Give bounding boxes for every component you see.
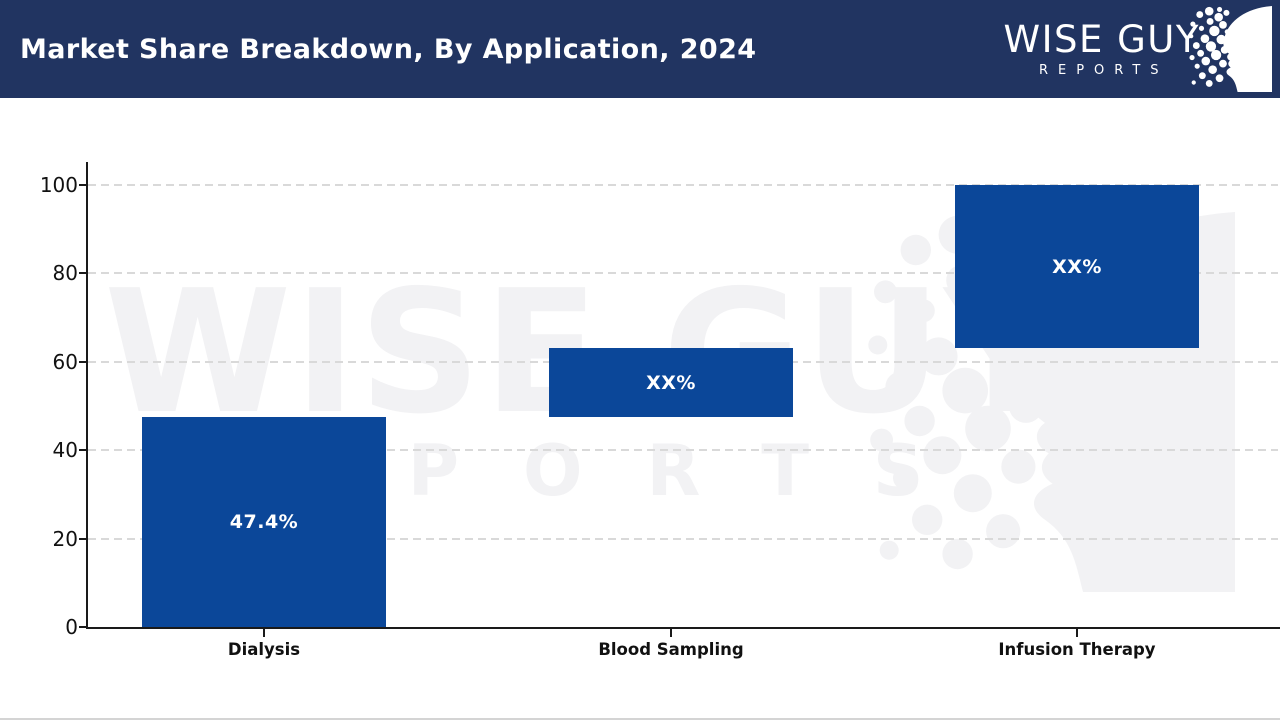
y-tick-label: 80 — [52, 261, 78, 286]
brand-logo: WISE GUY REPORTS — [1004, 5, 1272, 93]
gridline — [88, 537, 1278, 540]
category-label: Infusion Therapy — [998, 640, 1156, 659]
bar-value-label: XX% — [646, 371, 696, 394]
bar-value-label: 47.4% — [229, 511, 299, 534]
y-tick-mark — [79, 537, 87, 540]
bar: XX% — [955, 185, 1199, 349]
y-tick-label: 40 — [52, 438, 78, 463]
category-label: Blood Sampling — [598, 640, 744, 659]
brand-logo-text: WISE GUY REPORTS — [1004, 21, 1200, 78]
header: Market Share Breakdown, By Application, … — [0, 0, 1280, 98]
y-tick-mark — [79, 360, 87, 363]
y-tick-label: 0 — [65, 615, 78, 639]
bar-value-label: XX% — [1052, 255, 1102, 278]
y-tick-mark — [79, 449, 87, 452]
x-tick-mark — [263, 629, 265, 637]
y-tick-mark — [79, 626, 87, 628]
y-tick-label: 20 — [52, 526, 78, 551]
gridline — [88, 449, 1278, 452]
gridline — [88, 184, 1278, 186]
bar: XX% — [549, 348, 793, 418]
y-tick-mark — [79, 184, 87, 186]
logo-sub-label: REPORTS — [1038, 62, 1169, 78]
logo-brand-label: WISE GUY — [1003, 17, 1200, 61]
x-axis-spine — [86, 627, 1280, 629]
bottom-border — [0, 718, 1280, 720]
page-title: Market Share Breakdown, By Application, … — [20, 33, 757, 65]
y-tick-label: 100 — [39, 173, 78, 197]
x-tick-mark — [1076, 629, 1078, 637]
y-axis-spine — [86, 162, 88, 629]
bar: 47.4% — [142, 417, 386, 627]
y-tick-mark — [79, 272, 87, 275]
x-tick-mark — [670, 629, 672, 637]
gridline — [88, 272, 1278, 275]
category-label: Dialysis — [227, 640, 301, 659]
y-tick-label: 60 — [52, 349, 78, 374]
